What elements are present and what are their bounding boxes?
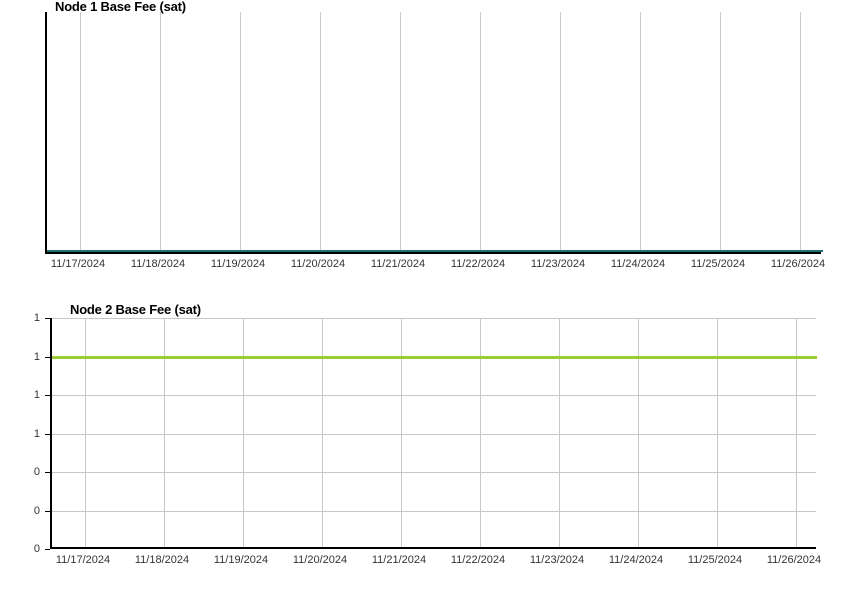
x-tick-label: 11/24/2024 (610, 258, 666, 270)
x-tick-label: 11/19/2024 (210, 258, 266, 270)
x-tick-label: 11/18/2024 (134, 554, 190, 566)
gridline-vertical (480, 318, 481, 547)
y-tick-label: 0 (33, 504, 40, 517)
y-tick-mark (45, 510, 50, 512)
x-tick-label: 11/21/2024 (371, 554, 427, 566)
y-tick-mark (45, 433, 50, 435)
gridline-vertical (800, 12, 801, 252)
x-tick-label: 11/21/2024 (370, 258, 426, 270)
x-tick-label: 11/19/2024 (213, 554, 269, 566)
y-tick-mark (45, 472, 50, 473)
gridline-horizontal (52, 395, 816, 396)
y-tick-mark (45, 318, 50, 319)
y-tick-label: 1 (33, 389, 40, 401)
x-tick-label: 11/24/2024 (608, 554, 664, 566)
x-tick-label: 11/17/2024 (55, 554, 111, 566)
gridline-vertical (401, 318, 402, 547)
chart-panel-node-2: Node 2 Base Fee (sat) 1 1 1 1 0 0 0 11/17/2024… (0, 290, 860, 600)
gridline-vertical (560, 12, 561, 252)
gridline-vertical (638, 318, 639, 547)
plot-area-node-1 (45, 12, 823, 254)
gridline-vertical (796, 318, 797, 547)
y-tick-label: 0 (33, 466, 40, 478)
y-tick-label: 1 (33, 427, 40, 440)
y-tick-mark (45, 356, 50, 358)
gridline-vertical (160, 12, 161, 252)
chart-title-node-2: Node 2 Base Fee (sat) (70, 302, 201, 317)
gridline-horizontal (52, 472, 816, 473)
chart-title-node-1: Node 1 Base Fee (sat) (55, 0, 186, 14)
gridline-vertical (640, 12, 641, 252)
x-tick-label: 11/23/2024 (530, 258, 586, 270)
gridline-vertical (717, 318, 718, 547)
x-tick-label: 11/26/2024 (766, 554, 822, 566)
gridline-vertical (80, 12, 81, 252)
gridline-vertical (720, 12, 721, 252)
y-tick-label: 1 (33, 350, 40, 363)
gridline-horizontal (52, 510, 816, 512)
gridline-vertical (85, 318, 86, 547)
y-axis-labels-node-2: 1 1 1 1 0 0 0 (0, 290, 52, 600)
x-axis-labels-node-2: 11/17/2024 11/18/2024 11/19/2024 11/20/2024… (0, 554, 860, 570)
gridline-vertical (322, 318, 323, 547)
chart-panel-node-1: Node 1 Base Fee (sat) 11/17/2024 11/18/20… (0, 0, 860, 290)
series-line-node-2 (52, 355, 817, 359)
x-tick-label: 11/23/2024 (529, 554, 585, 566)
x-tick-label: 11/20/2024 (290, 258, 346, 270)
x-tick-label: 11/26/2024 (770, 258, 826, 270)
x-tick-label: 11/25/2024 (687, 554, 743, 566)
x-tick-label: 11/22/2024 (450, 554, 506, 566)
x-tick-label: 11/20/2024 (292, 554, 348, 566)
x-tick-label: 11/25/2024 (690, 258, 746, 270)
gridline-horizontal (52, 433, 816, 435)
y-tick-mark (45, 395, 50, 396)
y-tick-mark (45, 549, 50, 550)
gridline-vertical (400, 12, 401, 252)
gridline-horizontal (52, 318, 816, 319)
gridline-vertical (320, 12, 321, 252)
gridline-vertical (164, 318, 165, 547)
gridline-vertical (559, 318, 560, 547)
gridline-vertical (480, 12, 481, 252)
y-tick-label: 0 (33, 543, 40, 555)
series-line-node-1 (47, 250, 823, 252)
x-tick-label: 11/18/2024 (130, 258, 186, 270)
gridline-vertical (243, 318, 244, 547)
x-tick-label: 11/22/2024 (450, 258, 506, 270)
gridline-vertical (240, 12, 241, 252)
x-tick-label: 11/17/2024 (50, 258, 106, 270)
x-axis-labels-node-1: 11/17/2024 11/18/2024 11/19/2024 11/20/2024… (0, 258, 860, 274)
y-tick-label: 1 (33, 312, 40, 324)
plot-area-node-2 (50, 318, 817, 549)
